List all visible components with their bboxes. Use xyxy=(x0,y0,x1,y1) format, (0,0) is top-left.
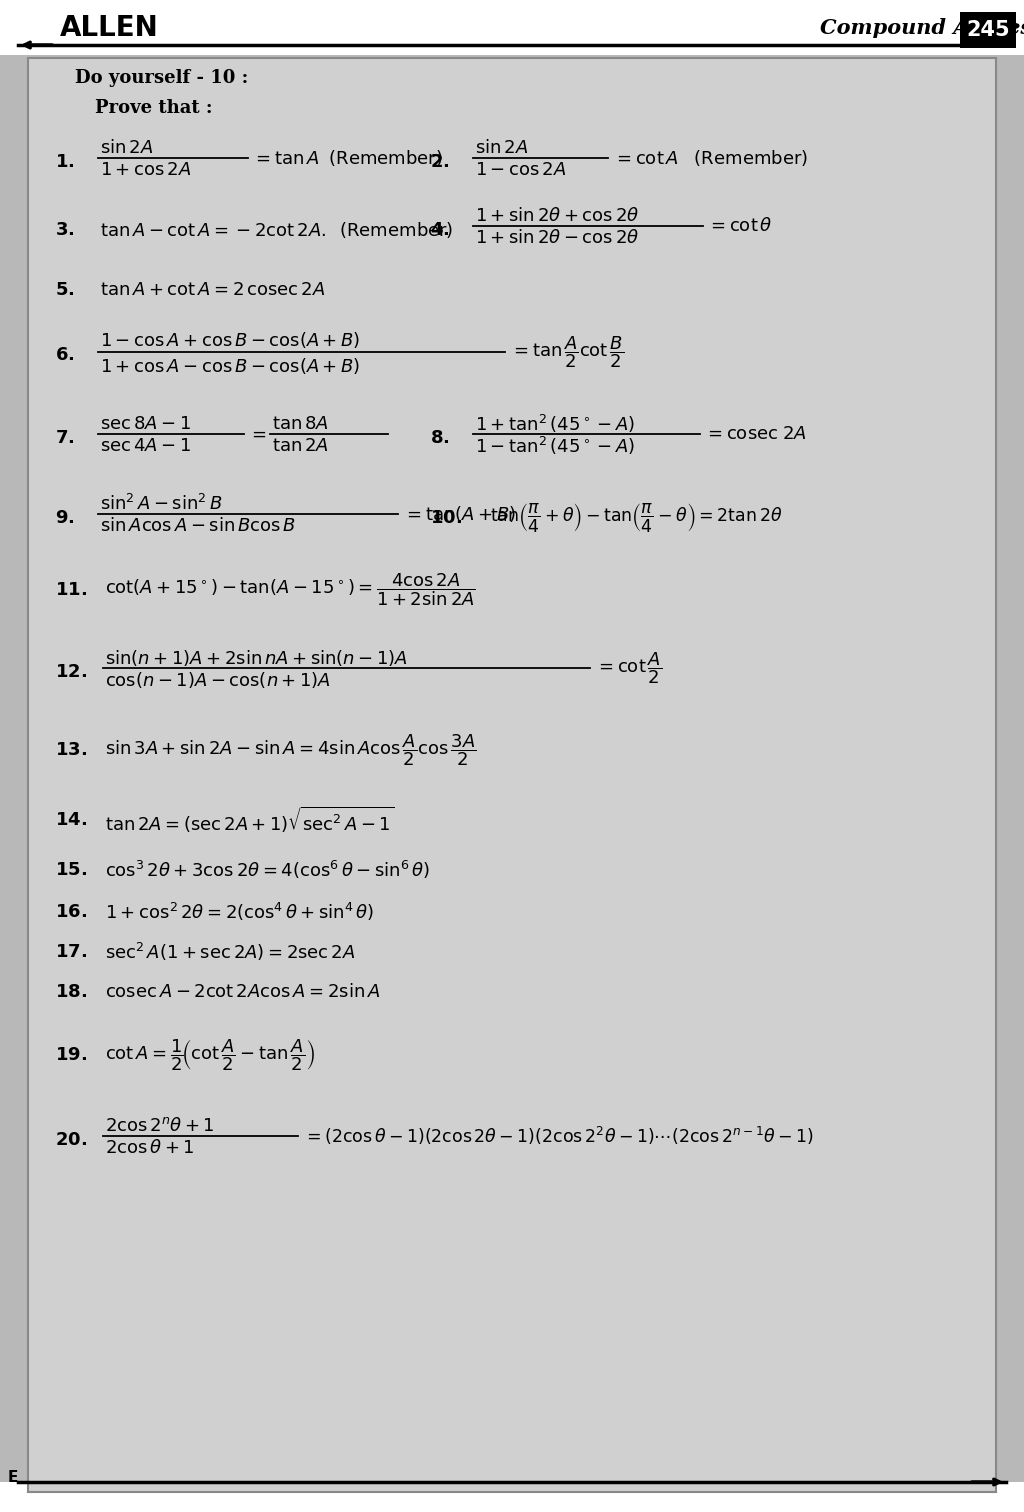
Text: $1+\cos A-\cos B-\cos(A+B)$: $1+\cos A-\cos B-\cos(A+B)$ xyxy=(100,355,360,376)
Text: $1+\cos 2A$: $1+\cos 2A$ xyxy=(100,160,191,178)
Text: $\sin 2A$: $\sin 2A$ xyxy=(100,139,154,157)
Text: $\tan 2A$: $\tan 2A$ xyxy=(272,437,329,455)
Text: $\mathbf{8.}$: $\mathbf{8.}$ xyxy=(430,429,450,448)
Text: $1-\tan^2(45^\circ-A)$: $1-\tan^2(45^\circ-A)$ xyxy=(475,435,635,457)
Text: $= \mathrm{cosec}\;2A$: $= \mathrm{cosec}\;2A$ xyxy=(705,425,807,443)
Text: $\mathbf{7.}$: $\mathbf{7.}$ xyxy=(55,429,75,448)
Text: $\tan 8A$: $\tan 8A$ xyxy=(272,414,329,432)
Text: Prove that :: Prove that : xyxy=(95,98,213,116)
Text: $\mathbf{\mathbf{10.}}$: $\mathbf{\mathbf{10.}}$ xyxy=(430,510,462,528)
Text: $\sin 3A+\sin 2A-\sin A = 4\sin A\cos\dfrac{A}{2}\cos\dfrac{3A}{2}$: $\sin 3A+\sin 2A-\sin A = 4\sin A\cos\df… xyxy=(105,732,476,768)
Text: $\sec^2 A(1+\sec 2A) = 2\sec 2A$: $\sec^2 A(1+\sec 2A) = 2\sec 2A$ xyxy=(105,940,355,963)
Text: $\mathbf{18.}$: $\mathbf{18.}$ xyxy=(55,983,87,1001)
Text: $2\cos\theta+1$: $2\cos\theta+1$ xyxy=(105,1139,195,1157)
Text: $\tan\!\left(\dfrac{\pi}{4}+\theta\right)-\tan\!\left(\dfrac{\pi}{4}-\theta\righ: $\tan\!\left(\dfrac{\pi}{4}+\theta\right… xyxy=(490,502,782,535)
Text: $1-\cos 2A$: $1-\cos 2A$ xyxy=(475,160,566,178)
Text: $\mathrm{cosec}\,A-2\cot 2A\cos A = 2\sin A$: $\mathrm{cosec}\,A-2\cot 2A\cos A = 2\si… xyxy=(105,983,381,1001)
Text: $\sin A\cos A-\sin B\cos B$: $\sin A\cos A-\sin B\cos B$ xyxy=(100,517,296,535)
Bar xyxy=(961,12,1016,48)
Text: $\sin(n+1)A+2\sin nA+\sin(n-1)A$: $\sin(n+1)A+2\sin nA+\sin(n-1)A$ xyxy=(105,649,408,668)
Text: $2\cos 2^n\theta+1$: $2\cos 2^n\theta+1$ xyxy=(105,1117,215,1136)
Text: $= \cot\dfrac{A}{2}$: $= \cot\dfrac{A}{2}$ xyxy=(595,650,663,686)
Text: ALLEN: ALLEN xyxy=(60,14,159,42)
Text: $= \tan(A+B)$: $= \tan(A+B)$ xyxy=(403,503,516,525)
Text: $= \cot\theta$: $= \cot\theta$ xyxy=(707,218,773,234)
Text: $=$: $=$ xyxy=(248,425,266,443)
Text: $\sin 2A$: $\sin 2A$ xyxy=(475,139,528,157)
Text: $1+\sin 2\theta-\cos 2\theta$: $1+\sin 2\theta-\cos 2\theta$ xyxy=(475,228,639,246)
Bar xyxy=(0,1482,1024,1512)
Text: $= \cot A \;\;\ (\mathrm{Remember})$: $= \cot A \;\;\ (\mathrm{Remember})$ xyxy=(613,148,808,168)
Text: $= \tan A \;\;(\mathrm{Remember})$: $= \tan A \;\;(\mathrm{Remember})$ xyxy=(252,148,442,168)
Text: $\mathbf{19.}$: $\mathbf{19.}$ xyxy=(55,1046,87,1064)
Text: $1+\tan^2(45^\circ-A)$: $1+\tan^2(45^\circ-A)$ xyxy=(475,413,635,435)
Text: $\cos^3 2\theta+3\cos 2\theta = 4(\cos^6\theta-\sin^6\theta)$: $\cos^3 2\theta+3\cos 2\theta = 4(\cos^6… xyxy=(105,859,430,881)
Text: $\sec 4A-1$: $\sec 4A-1$ xyxy=(100,437,190,455)
Text: $\mathbf{2.}$: $\mathbf{2.}$ xyxy=(430,153,450,171)
Text: E: E xyxy=(8,1471,18,1485)
Text: $\tan A - \cot A = -2\cot 2A. \;\;(\mathrm{Remember})$: $\tan A - \cot A = -2\cot 2A. \;\;(\math… xyxy=(100,221,454,240)
Text: $\mathbf{13.}$: $\mathbf{13.}$ xyxy=(55,741,87,759)
Text: $\cot(A+15^\circ)-\tan(A-15^\circ) =\dfrac{4\cos 2A}{1+2\sin 2A}$: $\cot(A+15^\circ)-\tan(A-15^\circ) =\dfr… xyxy=(105,572,476,608)
Text: $\mathbf{17.}$: $\mathbf{17.}$ xyxy=(55,943,87,962)
Bar xyxy=(0,0,1024,54)
Text: $= \tan\dfrac{A}{2}\cot\dfrac{B}{2}$: $= \tan\dfrac{A}{2}\cot\dfrac{B}{2}$ xyxy=(510,334,625,370)
Text: $\mathbf{15.}$: $\mathbf{15.}$ xyxy=(55,860,87,878)
Text: $= (2\cos\theta-1)(2\cos 2\theta-1)(2\cos 2^2\theta-1)\cdots(2\cos 2^{n-1}\theta: $= (2\cos\theta-1)(2\cos 2\theta-1)(2\co… xyxy=(303,1125,813,1148)
Text: $\mathbf{9.}$: $\mathbf{9.}$ xyxy=(55,510,75,528)
Text: $1-\cos A+\cos B-\cos(A+B)$: $1-\cos A+\cos B-\cos(A+B)$ xyxy=(100,330,360,349)
Text: $\cos(n-1)A-\cos(n+1)A$: $\cos(n-1)A-\cos(n+1)A$ xyxy=(105,670,331,689)
Text: $\sin^2 A-\sin^2 B$: $\sin^2 A-\sin^2 B$ xyxy=(100,494,222,514)
Text: $\mathbf{12.}$: $\mathbf{12.}$ xyxy=(55,662,87,680)
Text: $\mathbf{20.}$: $\mathbf{20.}$ xyxy=(55,1131,87,1149)
Text: $\tan A + \cot A = 2\,\mathrm{cosec}\,2A$: $\tan A + \cot A = 2\,\mathrm{cosec}\,2A… xyxy=(100,281,326,299)
Text: 245: 245 xyxy=(967,20,1010,39)
Text: $\mathbf{5.}$: $\mathbf{5.}$ xyxy=(55,281,75,299)
Text: Do yourself - 10 :: Do yourself - 10 : xyxy=(75,70,248,88)
Text: $\mathbf{16.}$: $\mathbf{16.}$ xyxy=(55,903,87,921)
Text: $\cot A = \dfrac{1}{2}\!\left(\cot\dfrac{A}{2}-\tan\dfrac{A}{2}\right)$: $\cot A = \dfrac{1}{2}\!\left(\cot\dfrac… xyxy=(105,1037,315,1074)
Text: $\sec 8A-1$: $\sec 8A-1$ xyxy=(100,414,190,432)
Text: $1+\cos^2 2\theta = 2(\cos^4\theta+\sin^4\theta)$: $1+\cos^2 2\theta = 2(\cos^4\theta+\sin^… xyxy=(105,901,375,922)
Text: $\mathbf{1.}$: $\mathbf{1.}$ xyxy=(55,153,75,171)
Text: $\mathbf{11.}$: $\mathbf{11.}$ xyxy=(55,581,87,599)
Text: $\mathbf{4.}$: $\mathbf{4.}$ xyxy=(430,221,450,239)
Text: $\mathbf{3.}$: $\mathbf{3.}$ xyxy=(55,221,75,239)
Text: $\mathbf{6.}$: $\mathbf{6.}$ xyxy=(55,346,75,364)
Text: $1+\sin 2\theta+\cos 2\theta$: $1+\sin 2\theta+\cos 2\theta$ xyxy=(475,207,639,225)
Text: $\tan 2A = (\sec 2A+1)\sqrt{\sec^2 A-1}$: $\tan 2A = (\sec 2A+1)\sqrt{\sec^2 A-1}$ xyxy=(105,804,394,835)
Text: $\mathbf{14.}$: $\mathbf{14.}$ xyxy=(55,810,87,829)
Text: Compound Angles: Compound Angles xyxy=(820,18,1024,38)
